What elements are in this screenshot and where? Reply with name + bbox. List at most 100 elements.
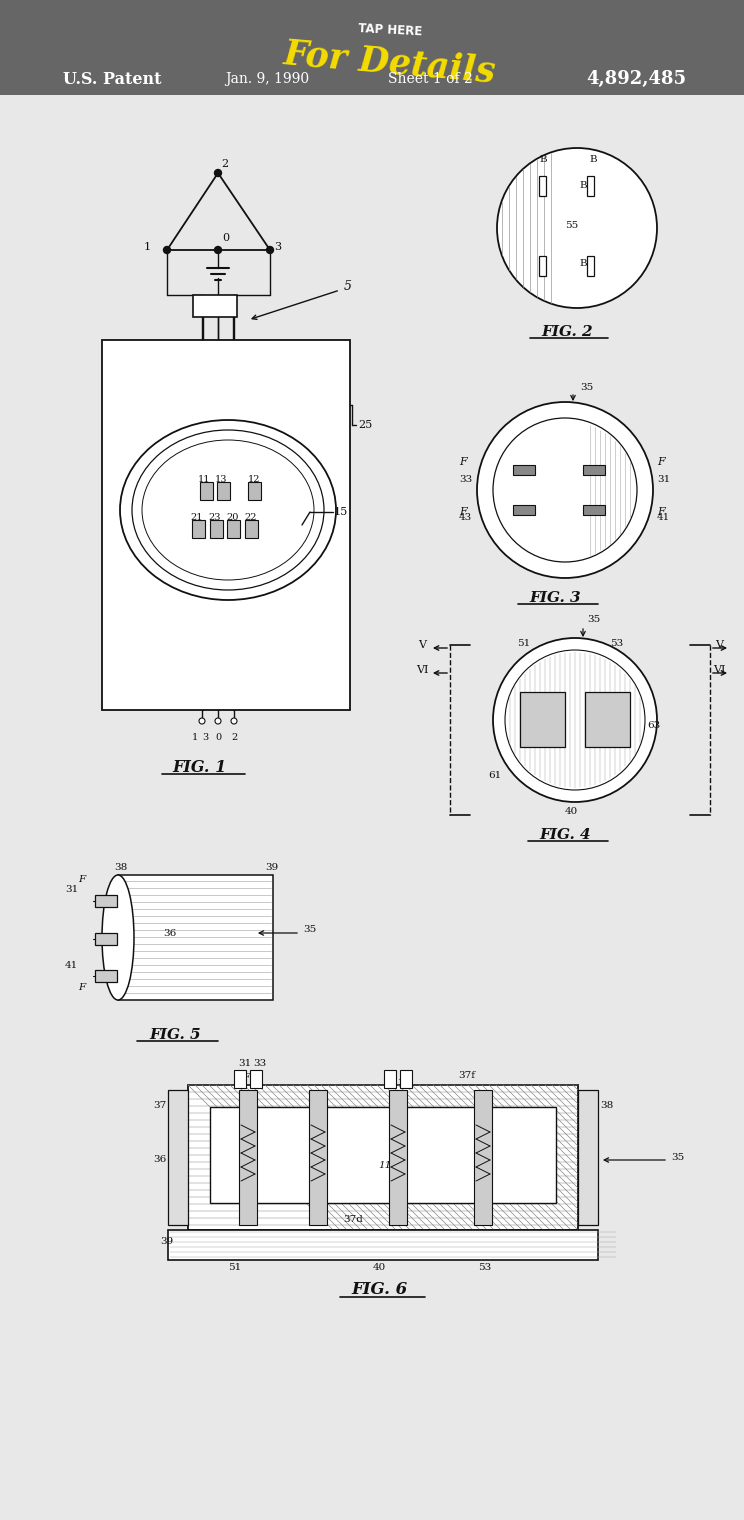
Text: 35: 35 [580, 383, 593, 392]
Bar [578, 1090, 598, 1225]
Text: VI: VI [713, 666, 725, 675]
Bar [168, 1090, 188, 1225]
Text: 33: 33 [459, 476, 472, 485]
Bar [248, 482, 261, 500]
Circle shape [214, 246, 222, 254]
Text: FIG. 6: FIG. 6 [352, 1281, 408, 1298]
Text: F: F [459, 508, 466, 517]
Text: Jan. 9, 1990: Jan. 9, 1990 [225, 71, 309, 87]
Bar [384, 1070, 396, 1088]
Text: 35: 35 [303, 926, 316, 935]
Text: 31: 31 [65, 886, 78, 894]
Circle shape [493, 418, 637, 562]
Bar [513, 465, 535, 474]
Bar [118, 876, 273, 1000]
Text: 63: 63 [647, 720, 660, 730]
Bar [102, 340, 350, 710]
Text: 41: 41 [657, 514, 670, 523]
Bar [250, 1070, 262, 1088]
Ellipse shape [102, 876, 134, 1000]
Bar [234, 1070, 246, 1088]
Text: F: F [398, 1073, 405, 1082]
Text: VI: VI [416, 666, 429, 675]
Text: 38: 38 [114, 862, 127, 871]
Bar [520, 692, 565, 746]
Text: 15: 15 [334, 508, 348, 517]
Bar [217, 482, 230, 500]
Text: 39: 39 [160, 1237, 173, 1246]
Bar [585, 692, 630, 746]
Text: 25: 25 [358, 420, 372, 430]
Bar [200, 482, 213, 500]
Text: 22: 22 [244, 512, 257, 521]
Text: 35: 35 [671, 1152, 684, 1161]
Bar [193, 295, 237, 318]
Text: 1: 1 [144, 242, 151, 252]
Text: 0: 0 [215, 733, 221, 742]
Circle shape [199, 717, 205, 724]
Text: 37f: 37f [458, 1070, 475, 1079]
Text: F: F [657, 508, 664, 517]
Bar [95, 895, 117, 907]
Text: F: F [657, 458, 664, 467]
Circle shape [215, 717, 221, 724]
Text: 53: 53 [478, 1263, 491, 1272]
Text: F: F [383, 1073, 391, 1082]
Circle shape [164, 246, 170, 254]
Text: 36: 36 [153, 1155, 166, 1164]
Bar [474, 1090, 492, 1225]
Circle shape [231, 717, 237, 724]
Circle shape [497, 147, 657, 309]
Bar [210, 520, 223, 538]
Bar [227, 520, 240, 538]
Text: 41: 41 [65, 961, 78, 970]
Text: 31: 31 [238, 1058, 251, 1067]
Text: Sheet 1 of 2: Sheet 1 of 2 [388, 71, 472, 87]
Bar [539, 255, 546, 277]
Text: 20: 20 [226, 512, 238, 521]
Text: 4,892,485: 4,892,485 [586, 70, 686, 88]
Text: 5: 5 [344, 281, 352, 293]
Text: FIG. 5: FIG. 5 [150, 1028, 201, 1043]
Text: 0: 0 [222, 233, 229, 243]
Text: V: V [418, 640, 426, 651]
Text: 21: 21 [190, 512, 202, 521]
Text: B: B [589, 155, 597, 164]
Text: U.S. Patent: U.S. Patent [62, 70, 161, 88]
Circle shape [214, 170, 222, 176]
Bar [95, 933, 117, 945]
Text: B: B [579, 258, 586, 268]
Bar [539, 176, 546, 196]
Text: FIG. 2: FIG. 2 [541, 325, 593, 339]
Bar [210, 1107, 556, 1202]
Bar [95, 970, 117, 982]
Text: B: B [579, 181, 586, 190]
Text: 38: 38 [600, 1100, 613, 1110]
Text: 13: 13 [215, 474, 228, 483]
Text: 3: 3 [274, 242, 281, 252]
Text: 1: 1 [192, 733, 198, 742]
Circle shape [266, 246, 274, 254]
Ellipse shape [142, 439, 314, 581]
Text: FIG. 3: FIG. 3 [529, 591, 581, 605]
Text: 11: 11 [198, 474, 211, 483]
Text: 37d: 37d [343, 1216, 363, 1225]
Text: 35: 35 [587, 616, 600, 625]
Text: TAP HERE: TAP HERE [358, 21, 423, 38]
Bar [587, 255, 594, 277]
Text: For Details: For Details [283, 36, 498, 90]
Bar [309, 1090, 327, 1225]
Text: B: B [539, 155, 547, 164]
Bar [400, 1070, 412, 1088]
Text: 3: 3 [202, 733, 208, 742]
Text: 51: 51 [517, 638, 530, 648]
Text: 39: 39 [265, 862, 278, 871]
Text: 33: 33 [253, 1058, 266, 1067]
Circle shape [505, 651, 645, 790]
Ellipse shape [132, 430, 324, 590]
Text: 2: 2 [231, 733, 237, 742]
Bar [245, 520, 258, 538]
Bar [583, 465, 605, 474]
Text: 31: 31 [657, 476, 670, 485]
Text: FIG. 1: FIG. 1 [173, 760, 227, 777]
